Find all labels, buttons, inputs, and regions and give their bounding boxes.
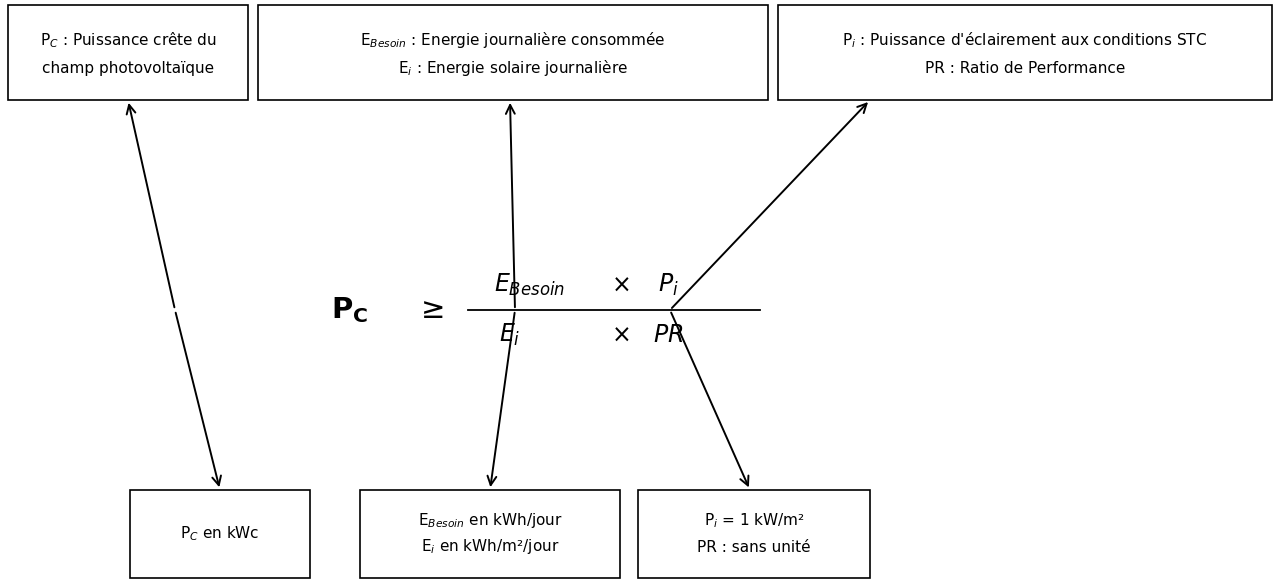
Text: $\times$: $\times$ [611,273,630,297]
Text: PR : Ratio de Performance: PR : Ratio de Performance [925,61,1125,76]
Text: E$_i$ : Energie solaire journalière: E$_i$ : Energie solaire journalière [398,58,628,78]
Text: E$_i$ en kWh/m²/jour: E$_i$ en kWh/m²/jour [421,537,559,557]
Bar [8,5,248,100]
Text: $E_{Besoin}$: $E_{Besoin}$ [494,272,566,298]
Text: E$_{Besoin}$ : Energie journalière consommée: E$_{Besoin}$ : Energie journalière conso… [361,30,666,50]
Text: $PR$: $PR$ [653,323,684,347]
Text: P$_C$ en kWc: P$_C$ en kWc [180,524,260,543]
Text: P$_i$ : Puissance d'éclairement aux conditions STC: P$_i$ : Puissance d'éclairement aux cond… [842,30,1207,50]
Text: $\geq$: $\geq$ [416,296,444,324]
Bar [360,490,620,578]
Text: $\mathbf{P_C}$: $\mathbf{P_C}$ [332,295,369,325]
Text: $E_i$: $E_i$ [499,322,521,348]
Bar [637,490,870,578]
Text: PR : sans unité: PR : sans unité [698,540,810,554]
Bar [259,5,768,100]
Text: $\times$: $\times$ [611,323,630,347]
Text: E$_{Besoin}$ en kWh/jour: E$_{Besoin}$ en kWh/jour [417,512,562,530]
Bar [131,490,310,578]
Text: champ photovoltaïque: champ photovoltaïque [42,61,214,76]
Bar [778,5,1272,100]
Text: $P_i$: $P_i$ [658,272,678,298]
Text: P$_C$ : Puissance crête du: P$_C$ : Puissance crête du [40,30,216,50]
Text: P$_i$ = 1 kW/m²: P$_i$ = 1 kW/m² [704,512,804,530]
